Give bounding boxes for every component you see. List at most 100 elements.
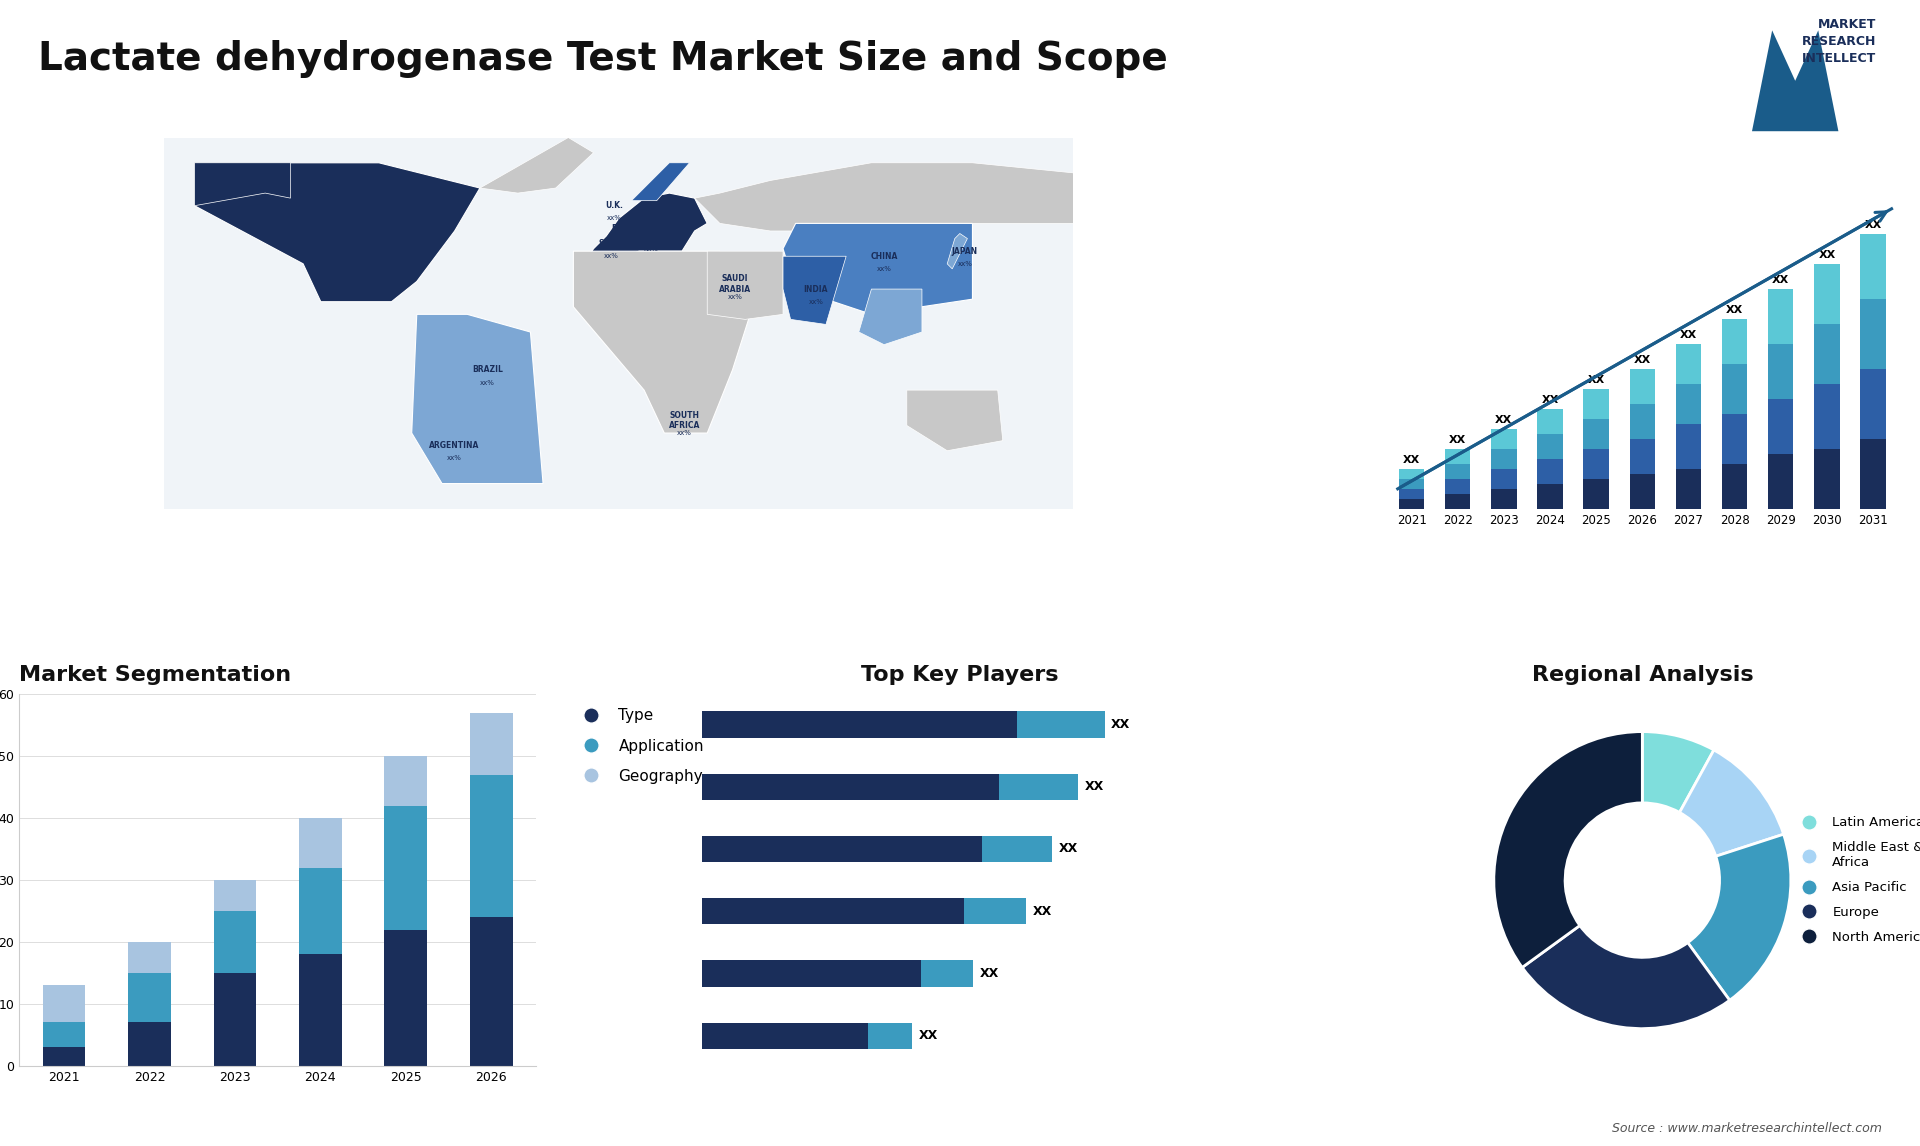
- Text: XX: XX: [979, 967, 998, 980]
- Text: GERMANY: GERMANY: [630, 209, 674, 218]
- Bar: [701, 774, 1000, 800]
- Bar: [1768, 454, 1793, 509]
- Bar: [1768, 344, 1793, 399]
- Legend: Type, Application, Geography: Type, Application, Geography: [570, 702, 710, 790]
- Text: SAUDI
ARABIA: SAUDI ARABIA: [718, 274, 751, 293]
- Polygon shape: [783, 257, 847, 324]
- Bar: [1722, 319, 1747, 363]
- Bar: [213, 880, 255, 911]
- Bar: [1676, 384, 1701, 424]
- Bar: [213, 973, 255, 1066]
- Bar: [129, 1022, 171, 1066]
- Text: U.S.: U.S.: [357, 231, 374, 241]
- Text: XX: XX: [1112, 717, 1131, 731]
- Text: XX: XX: [1772, 275, 1789, 285]
- Text: MEXICO: MEXICO: [349, 275, 384, 283]
- Bar: [1538, 458, 1563, 484]
- Bar: [920, 960, 973, 987]
- Polygon shape: [589, 193, 707, 257]
- Bar: [42, 1047, 84, 1066]
- Bar: [1492, 449, 1517, 469]
- Bar: [1584, 479, 1609, 509]
- Text: SPAIN: SPAIN: [599, 240, 624, 248]
- Text: xx%: xx%: [877, 266, 891, 272]
- Bar: [981, 835, 1052, 862]
- Bar: [1768, 289, 1793, 344]
- Text: xx%: xx%: [958, 261, 972, 267]
- Text: xx%: xx%: [622, 238, 636, 244]
- Polygon shape: [632, 163, 689, 201]
- Text: BRAZIL: BRAZIL: [472, 366, 503, 375]
- Text: Lactate dehydrogenase Test Market Size and Scope: Lactate dehydrogenase Test Market Size a…: [38, 40, 1167, 78]
- Bar: [42, 986, 84, 1022]
- Polygon shape: [194, 163, 480, 301]
- Bar: [1492, 489, 1517, 509]
- Wedge shape: [1523, 926, 1730, 1029]
- Text: JAPAN: JAPAN: [952, 246, 977, 256]
- Polygon shape: [783, 223, 972, 314]
- Text: CANADA: CANADA: [303, 183, 338, 193]
- Wedge shape: [1642, 731, 1715, 813]
- Text: XX: XX: [1818, 250, 1836, 260]
- Polygon shape: [858, 289, 922, 345]
- Text: XX: XX: [1588, 375, 1605, 385]
- Bar: [1584, 388, 1609, 418]
- Legend: Latin America, Middle East &
Africa, Asia Pacific, Europe, North America: Latin America, Middle East & Africa, Asi…: [1789, 811, 1920, 949]
- Bar: [384, 929, 426, 1066]
- Polygon shape: [411, 314, 543, 484]
- Polygon shape: [707, 251, 783, 320]
- Bar: [129, 973, 171, 1022]
- Bar: [129, 942, 171, 973]
- Bar: [701, 835, 981, 862]
- Bar: [701, 898, 964, 925]
- Bar: [42, 1022, 84, 1047]
- Bar: [213, 911, 255, 973]
- Polygon shape: [194, 163, 290, 206]
- Text: xx%: xx%: [808, 299, 824, 305]
- Bar: [1400, 489, 1425, 499]
- Bar: [1676, 469, 1701, 509]
- Bar: [1400, 469, 1425, 479]
- Text: MARKET
RESEARCH
INTELLECT: MARKET RESEARCH INTELLECT: [1801, 17, 1876, 65]
- Wedge shape: [1680, 749, 1784, 856]
- Bar: [1860, 299, 1885, 369]
- Wedge shape: [1494, 731, 1642, 967]
- Text: xx%: xx%: [603, 253, 618, 259]
- Bar: [1722, 414, 1747, 464]
- Bar: [868, 1022, 912, 1049]
- Bar: [1584, 449, 1609, 479]
- Text: U.K.: U.K.: [605, 202, 622, 210]
- Bar: [1860, 439, 1885, 509]
- Text: CHINA: CHINA: [870, 252, 899, 261]
- Text: FRANCE: FRANCE: [612, 223, 647, 233]
- Bar: [1814, 449, 1839, 509]
- Wedge shape: [1688, 834, 1791, 1000]
- Text: INDIA: INDIA: [804, 284, 828, 293]
- Bar: [1676, 424, 1701, 469]
- Text: xx%: xx%: [728, 293, 743, 299]
- Bar: [701, 1022, 868, 1049]
- Text: XX: XX: [1680, 330, 1697, 340]
- Text: ITALY: ITALY: [641, 231, 662, 241]
- Bar: [384, 806, 426, 929]
- Text: Source : www.marketresearchintellect.com: Source : www.marketresearchintellect.com: [1611, 1122, 1882, 1135]
- Text: xx%: xx%: [313, 197, 328, 204]
- Text: XX: XX: [1033, 905, 1052, 918]
- Text: SOUTH
AFRICA: SOUTH AFRICA: [668, 410, 701, 430]
- Bar: [300, 818, 342, 868]
- Polygon shape: [480, 138, 593, 193]
- Bar: [1814, 264, 1839, 324]
- Text: Market Segmentation: Market Segmentation: [19, 665, 292, 684]
- Bar: [1630, 403, 1655, 439]
- Bar: [300, 868, 342, 955]
- Text: xx%: xx%: [359, 245, 374, 252]
- Title: Top Key Players: Top Key Players: [862, 665, 1058, 684]
- Text: XX: XX: [1726, 305, 1743, 315]
- Bar: [1492, 469, 1517, 489]
- Text: XX: XX: [1496, 415, 1513, 425]
- Bar: [1446, 449, 1471, 464]
- Bar: [964, 898, 1025, 925]
- Polygon shape: [574, 251, 751, 433]
- Bar: [1630, 473, 1655, 509]
- Text: XX: XX: [1450, 434, 1467, 445]
